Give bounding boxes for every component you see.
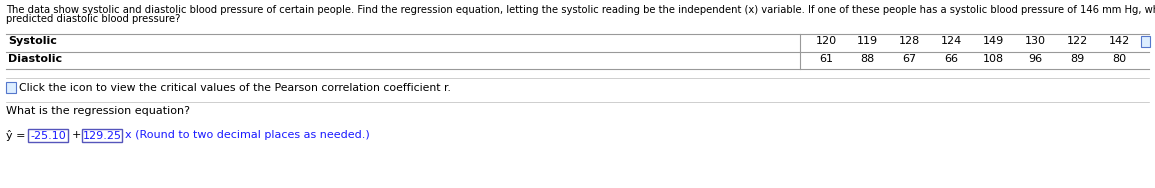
Text: +: + (72, 130, 81, 140)
Text: The data show systolic and diastolic blood pressure of certain people. Find the : The data show systolic and diastolic blo… (6, 5, 1155, 15)
Text: predicted diastolic blood pressure?: predicted diastolic blood pressure? (6, 14, 180, 24)
Text: -25.10: -25.10 (30, 131, 66, 141)
Text: 128: 128 (899, 36, 921, 45)
Text: Click the icon to view the critical values of the Pearson correlation coefficien: Click the icon to view the critical valu… (18, 83, 450, 93)
Text: 67: 67 (902, 54, 917, 64)
Text: 96: 96 (1028, 54, 1042, 64)
Text: 130: 130 (1024, 36, 1045, 45)
Text: 108: 108 (983, 54, 1004, 64)
Text: 119: 119 (857, 36, 878, 45)
Text: What is the regression equation?: What is the regression equation? (6, 106, 191, 116)
FancyBboxPatch shape (1141, 36, 1150, 47)
Text: 122: 122 (1066, 36, 1088, 45)
FancyBboxPatch shape (28, 129, 68, 142)
Text: 120: 120 (815, 36, 836, 45)
Text: ŷ =: ŷ = (6, 130, 25, 141)
Text: 142: 142 (1109, 36, 1130, 45)
Text: Diastolic: Diastolic (8, 54, 62, 64)
Text: 129.25: 129.25 (82, 131, 121, 141)
Text: 61: 61 (819, 54, 833, 64)
Text: 88: 88 (860, 54, 875, 64)
Text: 149: 149 (983, 36, 1004, 45)
Text: x (Round to two decimal places as needed.): x (Round to two decimal places as needed… (125, 130, 370, 140)
Text: Systolic: Systolic (8, 36, 57, 45)
Text: 80: 80 (1112, 54, 1126, 64)
Text: 124: 124 (941, 36, 962, 45)
Text: 66: 66 (945, 54, 959, 64)
FancyBboxPatch shape (82, 129, 122, 142)
Text: 89: 89 (1070, 54, 1085, 64)
FancyBboxPatch shape (6, 82, 16, 93)
